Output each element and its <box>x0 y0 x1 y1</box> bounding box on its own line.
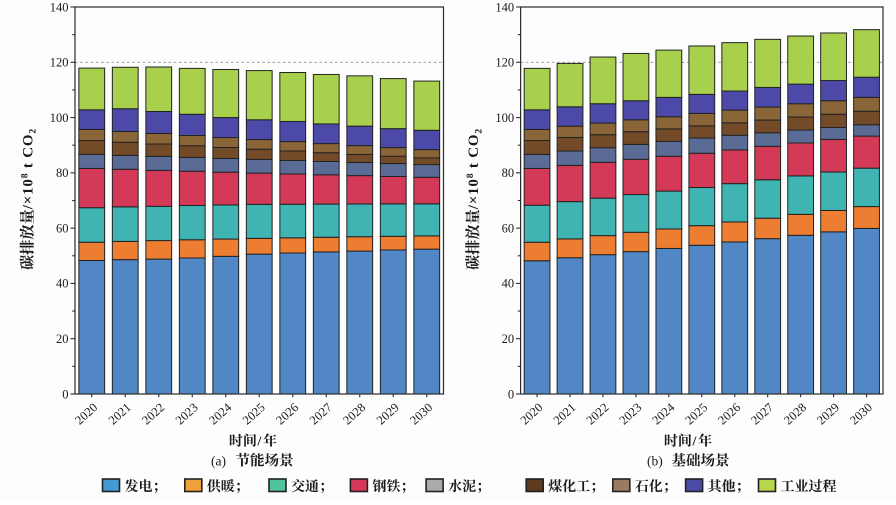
svg-text:120: 120 <box>50 56 69 70</box>
svg-text:(b): (b) <box>647 453 663 468</box>
svg-text:140: 140 <box>495 0 514 14</box>
svg-text:0: 0 <box>62 387 68 401</box>
svg-text:140: 140 <box>50 0 69 14</box>
svg-text:(a): (a) <box>211 453 226 468</box>
svg-text:20: 20 <box>502 332 515 346</box>
svg-text:40: 40 <box>56 277 69 291</box>
svg-text:20: 20 <box>56 332 69 346</box>
svg-text:120: 120 <box>495 56 514 70</box>
svg-text:/×108 t CO2: /×108 t CO2 <box>465 128 484 210</box>
svg-text:/×108 t CO2: /×108 t CO2 <box>19 128 38 210</box>
svg-text:60: 60 <box>502 221 515 235</box>
svg-text:60: 60 <box>56 221 69 235</box>
svg-text:80: 80 <box>56 166 69 180</box>
svg-text:80: 80 <box>502 166 515 180</box>
svg-text:40: 40 <box>502 277 515 291</box>
svg-text:100: 100 <box>50 111 69 125</box>
svg-text:100: 100 <box>495 111 514 125</box>
svg-text:/: / <box>692 435 698 450</box>
svg-text:0: 0 <box>508 387 514 401</box>
svg-text:/: / <box>257 435 263 450</box>
